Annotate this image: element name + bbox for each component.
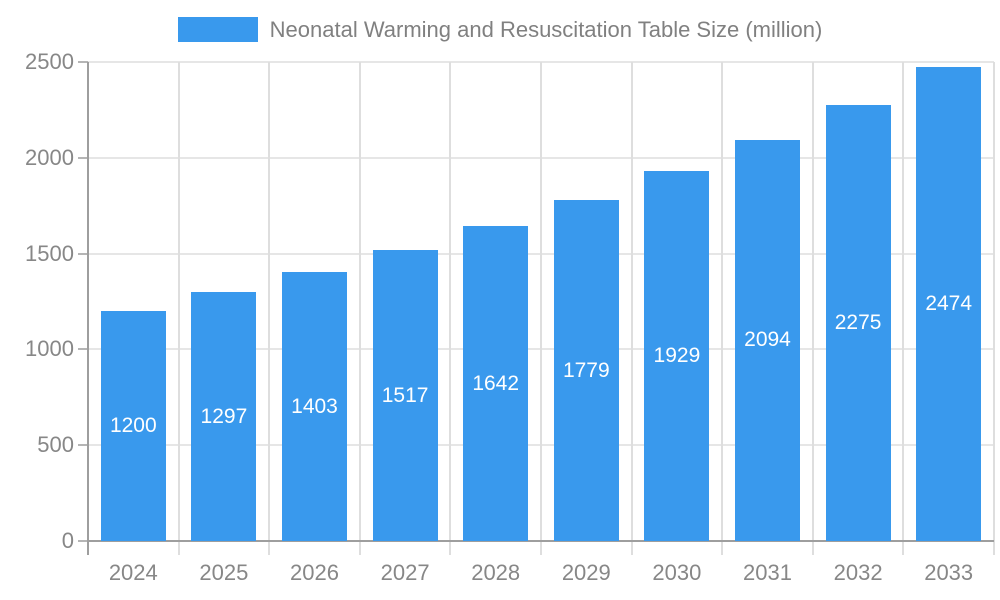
gridline-vertical (449, 62, 452, 555)
y-axis-tick-label: 1500 (25, 240, 74, 266)
y-axis-tick-label: 0 (61, 528, 74, 553)
bar-value-label: 1297 (200, 404, 248, 428)
y-axis-tick-label: 2500 (25, 49, 74, 74)
y-axis-tick (78, 348, 88, 351)
x-axis-tick-label: 2024 (108, 560, 158, 585)
x-axis-line (88, 540, 994, 542)
x-axis-tick-label: 2029 (561, 560, 611, 585)
bar-value-label: 1779 (562, 358, 610, 382)
y-axis-tick-label: 1000 (25, 336, 74, 362)
x-axis-tick-label: 2031 (743, 560, 792, 585)
bar-value-label: 2094 (744, 328, 791, 352)
gridline-vertical (630, 62, 633, 555)
bar-2027 (372, 250, 438, 541)
x-axis-tick-label: 2028 (471, 560, 521, 585)
legend-label: Neonatal Warming and Resuscitation Table… (269, 17, 823, 42)
gridline-vertical (993, 62, 995, 555)
bar-2026 (282, 272, 347, 541)
x-axis-tick-label: 2027 (380, 560, 430, 585)
bar-2033 (916, 66, 982, 541)
gridline-vertical (902, 62, 905, 555)
y-axis-tick (78, 156, 88, 159)
legend-swatch (177, 17, 258, 42)
x-axis-tick-label: 2025 (199, 560, 249, 585)
bar-value-label: 1200 (109, 414, 157, 438)
gridline-vertical (358, 62, 361, 555)
gridline-vertical (540, 62, 542, 555)
gridline-vertical (811, 62, 814, 555)
bar-2032 (825, 105, 891, 541)
y-axis-tick (78, 252, 88, 255)
x-axis-tick-label: 2032 (833, 560, 883, 585)
bar-value-label: 1642 (472, 371, 520, 395)
x-axis-tick-label: 2033 (924, 560, 974, 585)
bar-2031 (735, 139, 800, 541)
y-axis-tick (78, 540, 88, 542)
y-axis-line (87, 62, 89, 555)
bar-2024 (100, 311, 166, 541)
bar-value-label: 1929 (653, 344, 701, 368)
legend-item[interactable]: Neonatal Warming and Resuscitation Table… (0, 17, 1000, 42)
bar-value-label: 1517 (381, 383, 429, 407)
bar-value-label: 2474 (925, 291, 973, 315)
bar-value-label: 2275 (834, 311, 882, 335)
bar-2030 (644, 171, 710, 541)
y-axis-tick (78, 61, 88, 63)
x-axis-tick-label: 2026 (290, 560, 339, 585)
y-axis-tick (78, 444, 88, 447)
bar-2025 (191, 292, 257, 541)
y-axis-tick-label: 500 (37, 432, 74, 458)
x-axis-tick-label: 2030 (652, 560, 702, 585)
y-axis-tick-label: 2000 (25, 144, 74, 170)
bar-2028 (463, 226, 529, 541)
gridline-vertical (268, 62, 271, 555)
gridline-vertical (721, 62, 724, 555)
bar-value-label: 1403 (291, 394, 338, 418)
bar-2029 (553, 200, 619, 541)
gridline-vertical (177, 62, 180, 555)
